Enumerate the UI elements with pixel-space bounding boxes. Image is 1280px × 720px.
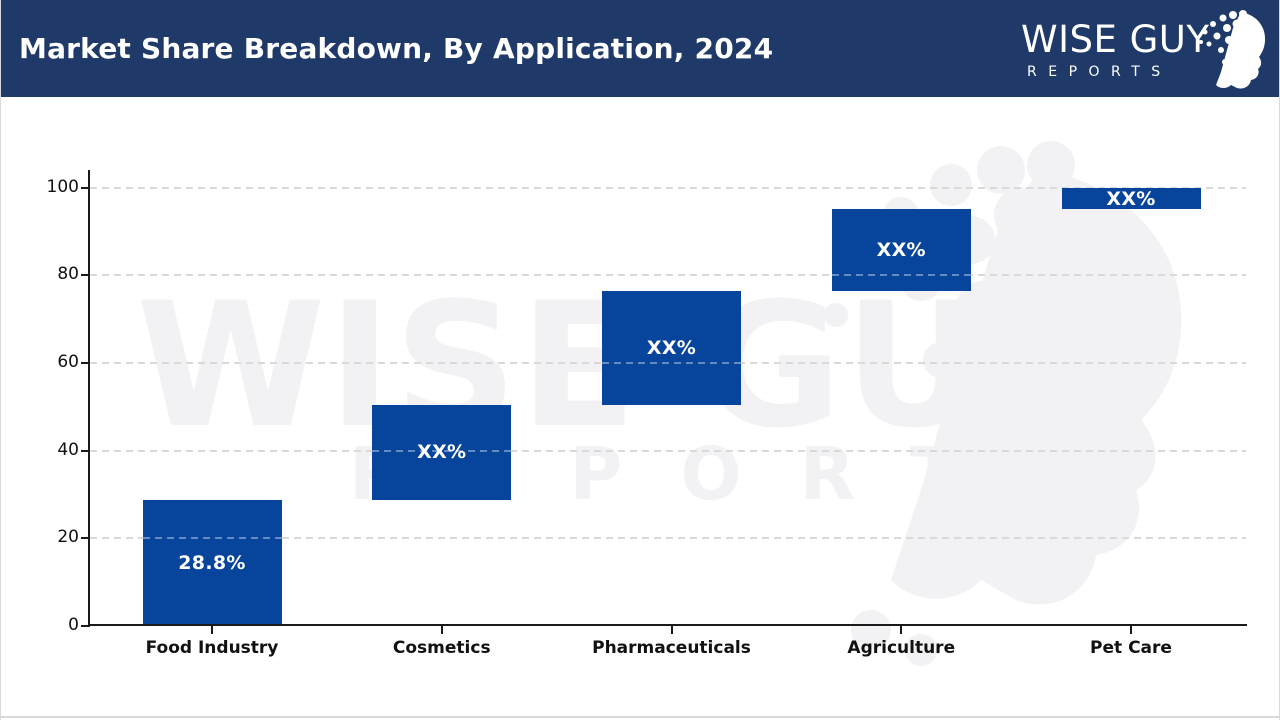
- bar-value-label: XX%: [1106, 187, 1156, 210]
- x-axis-spine: [88, 624, 1247, 626]
- plot-area: 28.8% XX% XX% XX% XX%: [90, 170, 1246, 626]
- gridline-overlay: [372, 449, 512, 452]
- y-tick-label-60: 60: [57, 351, 79, 372]
- bar-pharmaceuticals: XX%: [602, 290, 741, 405]
- bar-value-label: XX%: [646, 336, 697, 359]
- gridline-overlay: [831, 274, 971, 277]
- logo-subtitle: REPORTS: [1027, 64, 1172, 80]
- logo-wordmark: WISE GUY: [1021, 18, 1209, 61]
- x-category-label-cosmetics: Cosmetics: [392, 638, 491, 658]
- logo-face-icon: [1199, 10, 1266, 89]
- gridline-y-20: [90, 537, 1246, 540]
- bar-agriculture: XX%: [831, 209, 971, 291]
- y-tick-label-80: 80: [57, 264, 79, 285]
- x-category-label-food-industry: Food Industry: [145, 638, 279, 658]
- x-category-label-pet-care: Pet Care: [1090, 638, 1172, 658]
- y-tick-mark-40: [81, 449, 89, 452]
- y-tick-mark-20: [81, 537, 89, 540]
- wise-guy-reports-logo: WISE GUY REPORTS: [1021, 10, 1266, 89]
- bar-cosmetics: XX%: [372, 404, 512, 500]
- x-tick-mark: [211, 626, 213, 634]
- bar-pet-care: XX%: [1061, 187, 1201, 210]
- bar-value-label: 28.8%: [178, 551, 246, 574]
- x-tick-mark: [440, 626, 443, 634]
- x-category-label-pharmaceuticals: Pharmaceuticals: [592, 638, 751, 658]
- y-tick-mark-80: [81, 274, 89, 277]
- gridline-y-100: [90, 186, 1246, 189]
- x-tick-mark: [670, 626, 673, 634]
- bar-food-industry: 28.8%: [142, 499, 282, 626]
- y-tick-label-100: 100: [46, 176, 79, 197]
- x-tick-mark: [1130, 626, 1132, 634]
- page-bottom-divider: [1, 716, 1279, 718]
- gridline-overlay: [142, 537, 282, 540]
- x-category-label-agriculture: Agriculture: [847, 638, 956, 658]
- bar-value-label: XX%: [876, 239, 926, 261]
- y-tick-mark-0: [81, 625, 89, 627]
- report-header: Market Share Breakdown, By Application, …: [1, 0, 1279, 97]
- bar-value-label: XX%: [417, 441, 467, 464]
- y-tick-label-40: 40: [57, 439, 79, 460]
- y-tick-mark-100: [81, 186, 89, 189]
- y-tick-mark-60: [81, 361, 89, 364]
- y-axis-spine: [88, 170, 90, 627]
- x-tick-mark: [900, 626, 903, 634]
- chart-title: Market Share Breakdown, By Application, …: [19, 32, 774, 65]
- gridline-overlay: [602, 361, 741, 364]
- gridline-y-40: [90, 449, 1246, 452]
- y-tick-label-20: 20: [57, 527, 79, 548]
- gridline-y-80: [90, 274, 1246, 277]
- y-tick-label-0: 0: [68, 615, 79, 635]
